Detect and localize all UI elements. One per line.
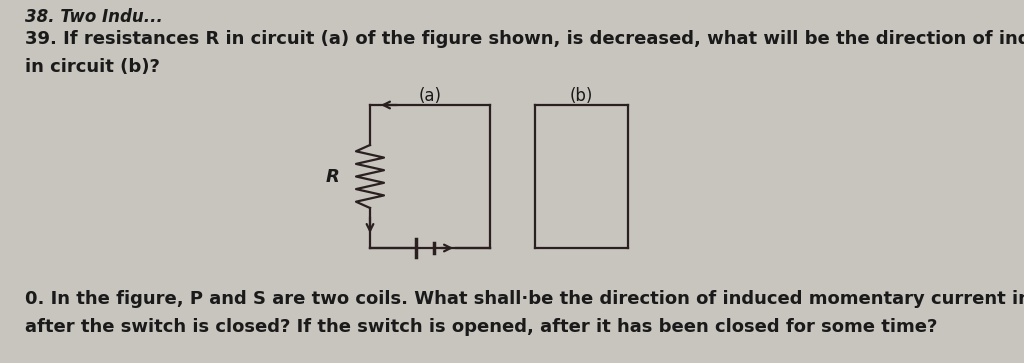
Text: 39. If resistances R in circuit (a) of the figure shown, is decreased, what will: 39. If resistances R in circuit (a) of t… [25, 30, 1024, 48]
Text: R: R [326, 167, 340, 185]
Text: in circuit (b)?: in circuit (b)? [25, 58, 160, 76]
Text: 38. Two Indu...: 38. Two Indu... [25, 8, 163, 26]
Text: (b): (b) [569, 87, 593, 105]
Text: 0. In the figure, P and S are two coils. What shall·be the direction of induced : 0. In the figure, P and S are two coils.… [25, 290, 1024, 308]
Text: after the switch is closed? If the switch is opened, after it has been closed fo: after the switch is closed? If the switc… [25, 318, 937, 336]
Text: (a): (a) [419, 87, 441, 105]
